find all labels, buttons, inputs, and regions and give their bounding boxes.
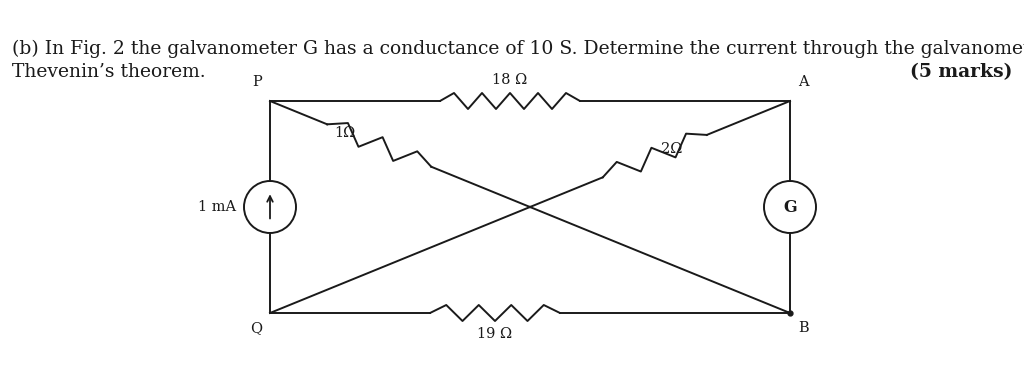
Text: (5 marks): (5 marks): [909, 63, 1012, 81]
Text: 1 mA: 1 mA: [198, 200, 236, 214]
Text: 1Ω: 1Ω: [335, 126, 356, 140]
Text: 18 Ω: 18 Ω: [493, 73, 527, 87]
Text: B: B: [798, 321, 809, 335]
Text: G: G: [783, 198, 797, 216]
Text: P: P: [252, 75, 262, 89]
Text: (b) In Fig. 2 the galvanometer G has a conductance of 10 S. Determine the curren: (b) In Fig. 2 the galvanometer G has a c…: [12, 40, 1024, 58]
Text: A: A: [798, 75, 809, 89]
Text: 2Ω: 2Ω: [662, 142, 682, 156]
Text: 19 Ω: 19 Ω: [477, 327, 513, 341]
Text: Q: Q: [250, 321, 262, 335]
Text: Thevenin’s theorem.: Thevenin’s theorem.: [12, 63, 206, 81]
